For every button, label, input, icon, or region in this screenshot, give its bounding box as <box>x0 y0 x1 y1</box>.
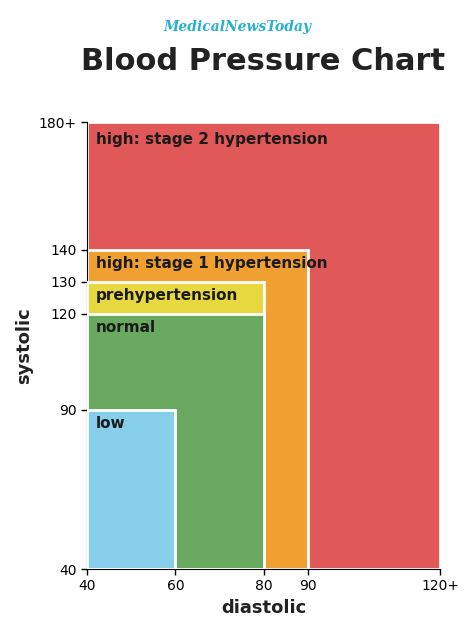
Title: Blood Pressure Chart: Blood Pressure Chart <box>82 47 446 76</box>
Text: MedicalNewsToday: MedicalNewsToday <box>163 20 311 34</box>
Bar <box>87 410 175 569</box>
Text: prehypertension: prehypertension <box>96 288 238 303</box>
Text: high: stage 1 hypertension: high: stage 1 hypertension <box>96 257 328 271</box>
Text: high: stage 2 hypertension: high: stage 2 hypertension <box>96 132 328 147</box>
Text: normal: normal <box>96 320 156 335</box>
X-axis label: diastolic: diastolic <box>221 599 306 617</box>
Bar <box>87 250 308 569</box>
Y-axis label: systolic: systolic <box>15 307 33 384</box>
Bar <box>87 282 264 569</box>
Text: low: low <box>96 416 126 431</box>
Bar <box>87 314 264 569</box>
